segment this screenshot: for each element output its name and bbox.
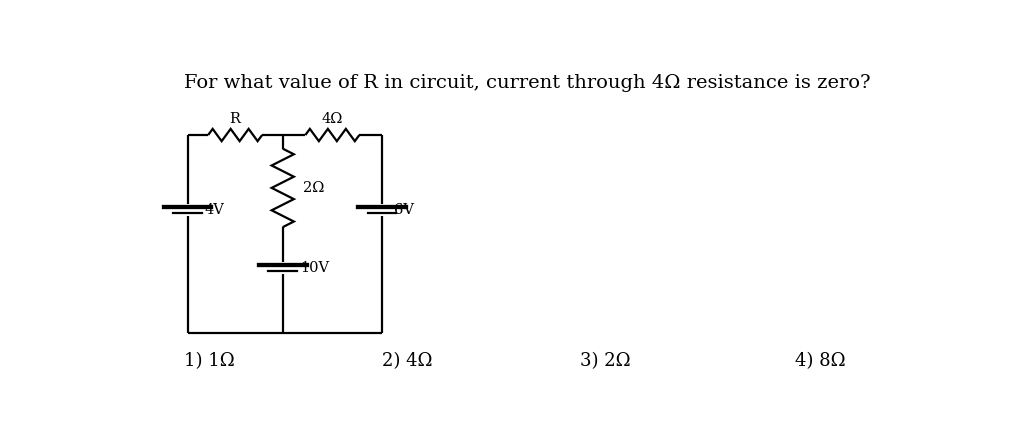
Text: 2) 4Ω: 2) 4Ω bbox=[382, 352, 432, 370]
Text: 4V: 4V bbox=[205, 203, 225, 217]
Text: 2Ω: 2Ω bbox=[303, 181, 324, 195]
Text: 6V: 6V bbox=[394, 203, 414, 217]
Text: For what value of R in circuit, current through 4Ω resistance is zero?: For what value of R in circuit, current … bbox=[183, 74, 870, 92]
Text: R: R bbox=[229, 113, 241, 127]
Text: 3) 2Ω: 3) 2Ω bbox=[581, 352, 631, 370]
Text: 4Ω: 4Ω bbox=[322, 113, 343, 127]
Text: 10V: 10V bbox=[300, 261, 330, 275]
Text: 4) 8Ω: 4) 8Ω bbox=[795, 352, 845, 370]
Text: 1) 1Ω: 1) 1Ω bbox=[183, 352, 234, 370]
